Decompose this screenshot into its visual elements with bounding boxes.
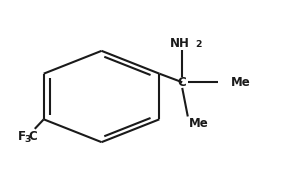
Text: C: C	[178, 76, 187, 89]
Text: 3: 3	[24, 135, 31, 144]
Text: F: F	[18, 130, 26, 143]
Text: Me: Me	[231, 76, 251, 89]
Text: C: C	[29, 130, 37, 143]
Text: NH: NH	[169, 37, 189, 50]
Text: Me: Me	[189, 117, 209, 130]
Text: 2: 2	[195, 40, 201, 49]
